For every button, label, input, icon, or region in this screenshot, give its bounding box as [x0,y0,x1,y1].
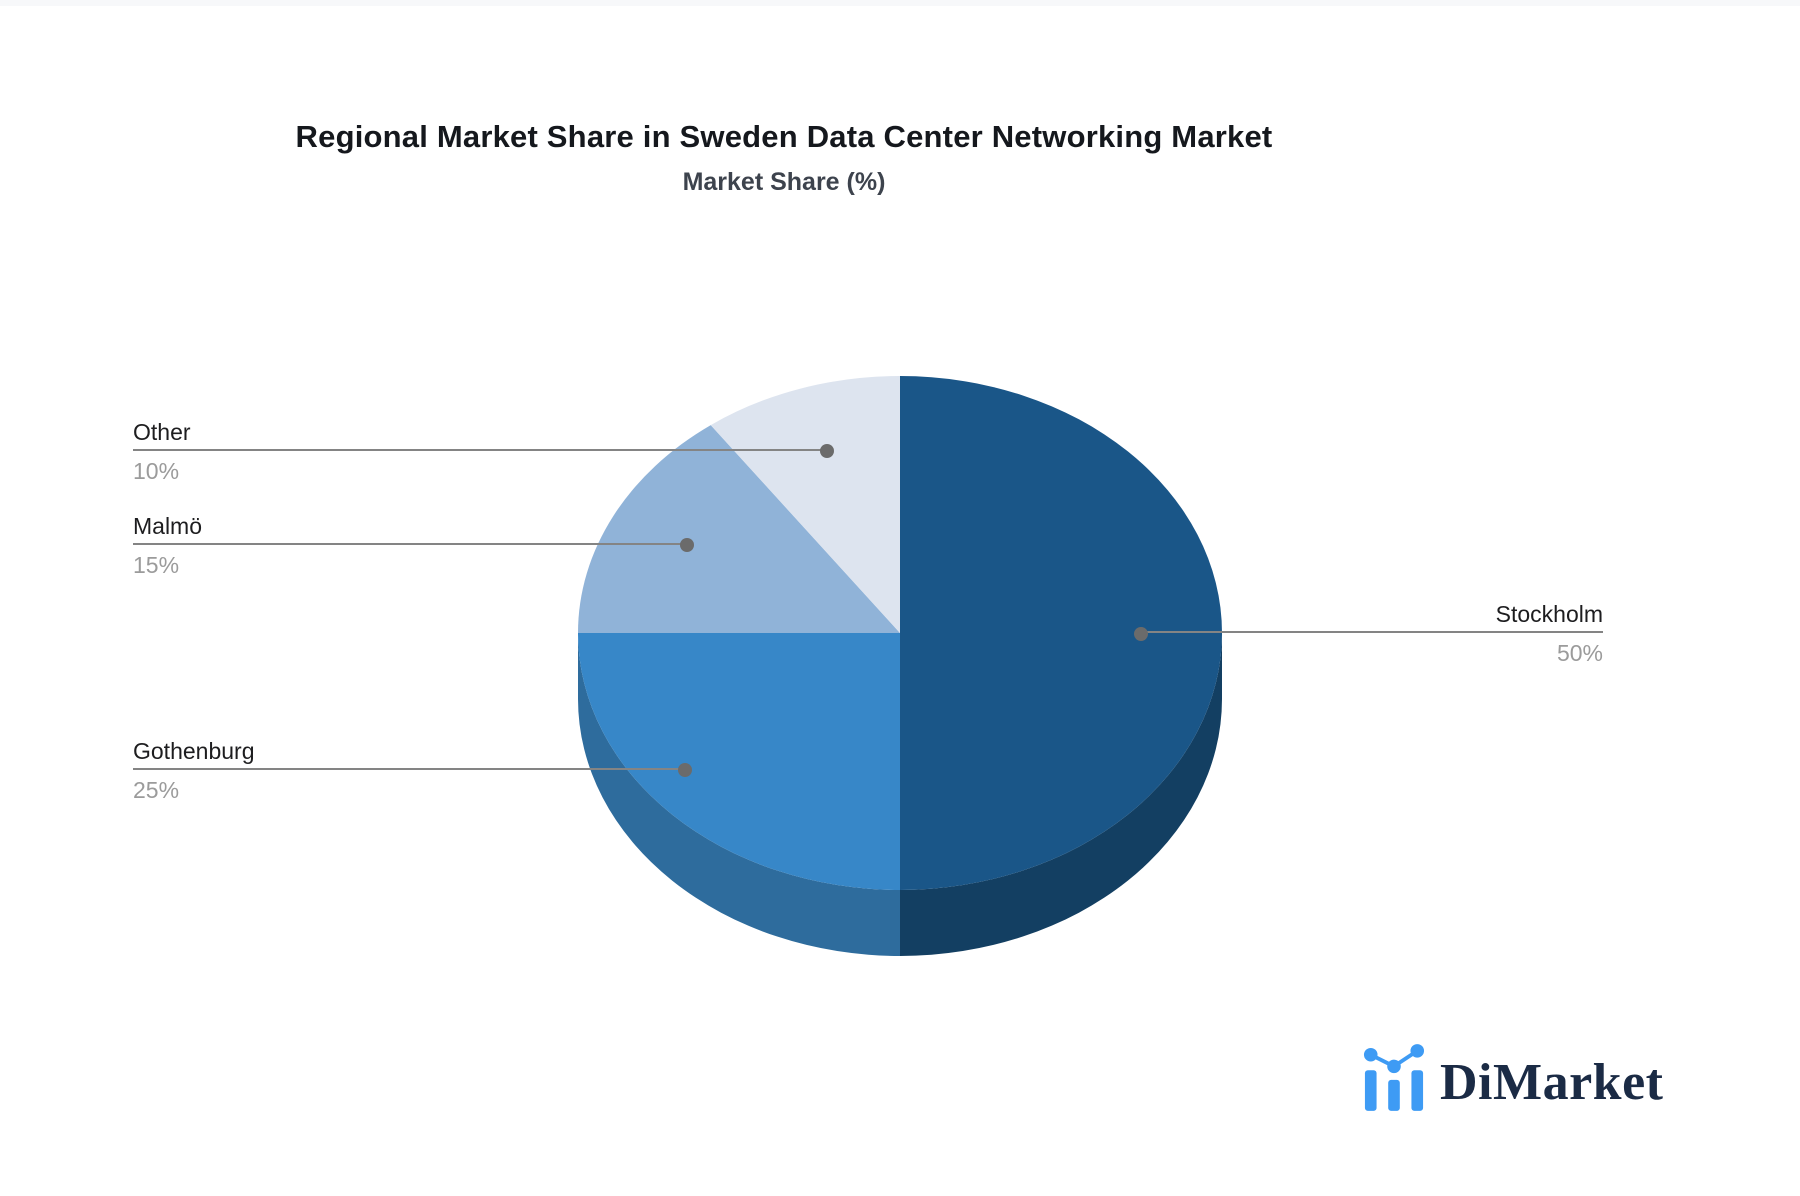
leader-dot-other [820,444,834,458]
pie-slice-stockholm [900,376,1222,890]
callout-gothenburg: Gothenburg 25% [133,738,685,803]
pie-slice-malmö [578,425,900,633]
callout-stockholm: Stockholm 50% [1141,601,1603,666]
callout-gothenburg-leader-line [133,768,685,770]
chart-subtitle: Market Share (%) [682,168,886,196]
callout-other: Other 10% [133,419,827,484]
brand-logo: DiMarket [1363,1043,1663,1111]
callout-gothenburg-value: 25% [133,777,180,803]
callout-other-leader-line [133,449,827,451]
callout-other-value: 10% [133,458,180,484]
leader-dot-malmo [680,538,694,552]
page-top-strip [0,0,1800,6]
brand-logo-text: DiMarket [1440,1054,1664,1111]
pie-slice-other [710,376,900,633]
callout-stockholm-value: 50% [1556,640,1603,666]
callout-malmo-leader-line [133,543,687,545]
callout-other-label: Other [133,419,191,445]
pie-slice-gothenburg [578,633,900,890]
callout-gothenburg-label: Gothenburg [133,738,255,764]
callout-stockholm-label: Stockholm [1495,601,1603,627]
callout-stockholm-leader-line [1141,631,1603,633]
callout-malmo: Malmö 15% [133,513,687,578]
chart-title: Regional Market Share in Sweden Data Cen… [295,119,1273,154]
leader-dot-gothenburg [678,763,692,777]
leader-dot-stockholm [1134,627,1148,641]
pie-slice-side-stockholm [900,633,1222,956]
callout-malmo-label: Malmö [133,513,203,539]
callout-malmo-value: 15% [133,552,180,578]
pie-slice-side-gothenburg [578,633,900,956]
bar-line-chart-icon [1363,1044,1425,1111]
